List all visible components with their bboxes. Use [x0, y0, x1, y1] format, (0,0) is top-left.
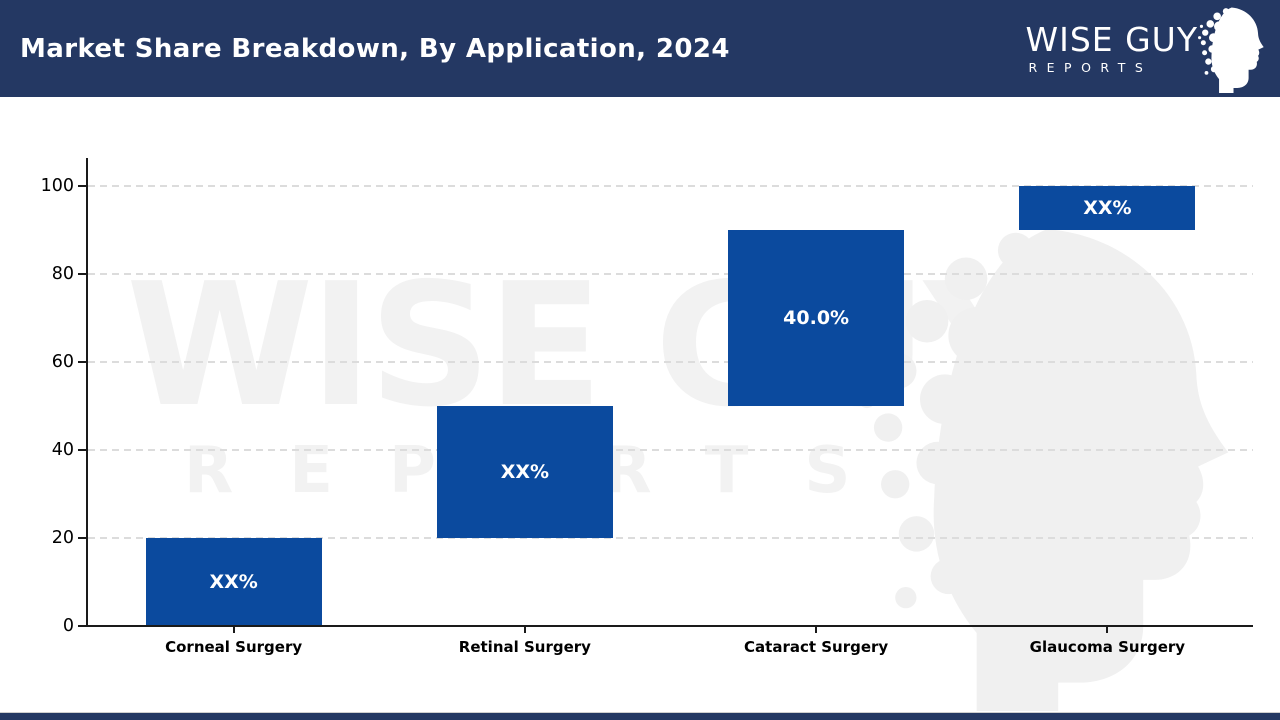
x-tick-mark: [523, 627, 526, 633]
footer-bar: [0, 712, 1280, 720]
category-label: Corneal Surgery: [165, 638, 303, 656]
logo-wordmark: WISE GUY: [1025, 19, 1198, 59]
y-tick-label: 0: [62, 616, 74, 636]
x-axis-line: [86, 625, 1253, 627]
gridline: [88, 537, 1253, 539]
bar-value-label: XX%: [500, 461, 550, 483]
y-tick-mark: [78, 537, 87, 539]
bar-value-label: XX%: [1083, 197, 1132, 219]
logo-wordmark-block: WISE GUY REPORTS: [1025, 23, 1198, 75]
gridline: [88, 185, 1253, 187]
y-tick-mark: [78, 273, 87, 275]
y-tick-mark: [78, 185, 87, 187]
y-axis-line: [86, 158, 88, 627]
y-tick-label: 60: [51, 352, 74, 372]
gridline: [88, 449, 1253, 451]
bar: XX%: [436, 406, 613, 538]
bar: XX%: [1019, 186, 1196, 230]
chart-area: WISE GUY REPORTS 020406080100XX%Corneal …: [0, 97, 1280, 713]
y-tick-label: 80: [51, 264, 74, 284]
header: Market Share Breakdown, By Application, …: [0, 0, 1280, 97]
bar-value-label: 40.0%: [783, 307, 850, 329]
y-tick-label: 20: [51, 528, 74, 548]
gridline: [88, 273, 1253, 275]
logo-subtext: REPORTS: [1028, 59, 1153, 75]
x-tick-mark: [1106, 627, 1109, 633]
x-tick-mark: [232, 627, 235, 633]
bar-value-label: XX%: [209, 571, 258, 593]
category-label: Cataract Surgery: [744, 638, 889, 656]
y-tick-label: 100: [40, 176, 74, 196]
watermark-head-icon: [848, 215, 1240, 711]
x-tick-mark: [815, 627, 818, 633]
category-label: Retinal Surgery: [458, 638, 591, 656]
y-tick-mark: [78, 449, 87, 451]
wise-guy-head-icon: [1192, 5, 1270, 93]
page-title: Market Share Breakdown, By Application, …: [20, 33, 730, 64]
y-tick-mark: [78, 625, 87, 627]
brand-logo: WISE GUY REPORTS: [1025, 5, 1270, 93]
y-tick-label: 40: [51, 440, 74, 460]
category-label: Glaucoma Surgery: [1029, 638, 1186, 656]
bar: XX%: [145, 538, 322, 626]
y-tick-mark: [78, 361, 87, 363]
bar: 40.0%: [728, 230, 905, 406]
gridline: [88, 361, 1253, 363]
